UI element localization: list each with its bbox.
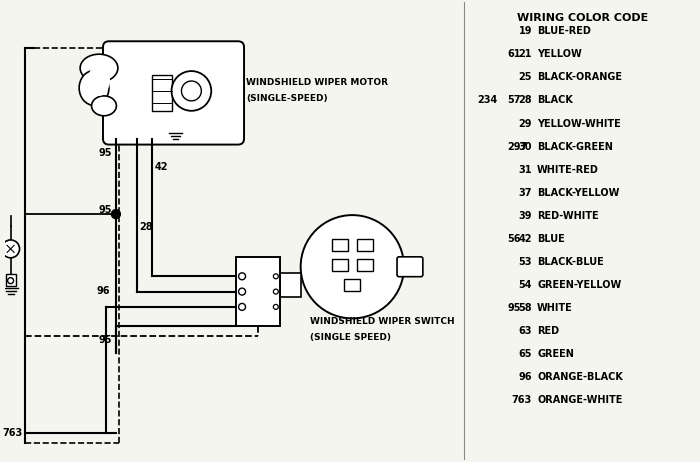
FancyBboxPatch shape — [397, 257, 423, 277]
Text: WIRING COLOR CODE: WIRING COLOR CODE — [517, 13, 648, 24]
Text: 31: 31 — [519, 164, 532, 175]
Bar — [332, 259, 349, 271]
Circle shape — [181, 81, 202, 101]
Ellipse shape — [79, 71, 109, 105]
Bar — [332, 239, 349, 251]
Text: BLACK-YELLOW: BLACK-YELLOW — [537, 188, 620, 198]
Text: ORANGE-WHITE: ORANGE-WHITE — [537, 395, 622, 405]
Circle shape — [273, 274, 279, 279]
Text: RED-WHITE: RED-WHITE — [537, 211, 598, 221]
Circle shape — [8, 278, 13, 284]
Text: (SINGLE-SPEED): (SINGLE-SPEED) — [246, 94, 328, 103]
Text: 28: 28 — [519, 96, 532, 105]
Bar — [236, 257, 280, 326]
Circle shape — [1, 240, 20, 258]
Text: 763: 763 — [2, 428, 22, 438]
Bar — [280, 273, 301, 297]
Text: BLUE-RED: BLUE-RED — [537, 26, 591, 36]
Text: WHITE-RED: WHITE-RED — [537, 164, 599, 175]
Circle shape — [239, 273, 246, 280]
Text: 19: 19 — [519, 26, 532, 36]
Text: BLUE: BLUE — [537, 234, 565, 244]
Ellipse shape — [88, 64, 110, 96]
Bar — [357, 239, 373, 251]
FancyBboxPatch shape — [103, 41, 244, 145]
Text: 61: 61 — [508, 49, 521, 60]
Text: WHITE: WHITE — [537, 303, 573, 313]
Text: 25: 25 — [519, 73, 532, 82]
Text: BLACK-GREEN: BLACK-GREEN — [537, 141, 613, 152]
Text: BLACK-ORANGE: BLACK-ORANGE — [537, 73, 622, 82]
Text: 56: 56 — [508, 234, 521, 244]
Bar — [344, 279, 360, 291]
Text: ORANGE-BLACK: ORANGE-BLACK — [537, 372, 623, 382]
Text: 65: 65 — [519, 349, 532, 359]
Text: 53: 53 — [519, 257, 532, 267]
Text: 63: 63 — [519, 326, 532, 336]
Text: 96: 96 — [519, 372, 532, 382]
Text: 42: 42 — [155, 163, 168, 172]
Circle shape — [111, 210, 120, 219]
Circle shape — [273, 289, 279, 294]
Text: 54: 54 — [519, 280, 532, 290]
Circle shape — [172, 71, 211, 111]
Text: 297: 297 — [508, 141, 528, 152]
Bar — [357, 259, 373, 271]
Text: 95: 95 — [99, 147, 112, 158]
Circle shape — [273, 304, 279, 310]
Circle shape — [239, 304, 246, 310]
Text: 21: 21 — [519, 49, 532, 60]
Text: 234: 234 — [477, 96, 498, 105]
Text: 95: 95 — [508, 303, 521, 313]
Text: 95: 95 — [99, 205, 112, 215]
Text: GREEN: GREEN — [537, 349, 574, 359]
Bar — [6, 274, 15, 286]
Text: YELLOW: YELLOW — [537, 49, 582, 60]
Text: 763: 763 — [512, 395, 532, 405]
Circle shape — [301, 215, 404, 318]
Text: WINDSHIELD WIPER SWITCH: WINDSHIELD WIPER SWITCH — [309, 317, 454, 326]
Text: GREEN-YELLOW: GREEN-YELLOW — [537, 280, 622, 290]
Text: 58: 58 — [519, 303, 532, 313]
Text: 29: 29 — [519, 119, 532, 128]
Ellipse shape — [80, 54, 118, 82]
Text: YELLOW-WHITE: YELLOW-WHITE — [537, 119, 621, 128]
Text: 96: 96 — [97, 286, 110, 296]
Text: BLACK: BLACK — [537, 96, 573, 105]
Text: 57: 57 — [508, 96, 521, 105]
Text: 39: 39 — [519, 211, 532, 221]
Text: (SINGLE SPEED): (SINGLE SPEED) — [309, 333, 391, 342]
Circle shape — [239, 288, 246, 295]
Text: 30: 30 — [519, 141, 532, 152]
Bar — [152, 75, 172, 111]
Text: BLACK-BLUE: BLACK-BLUE — [537, 257, 604, 267]
Text: 42: 42 — [519, 234, 532, 244]
Text: 95: 95 — [99, 335, 112, 345]
Text: 37: 37 — [519, 188, 532, 198]
Text: RED: RED — [537, 326, 559, 336]
Text: WINDSHIELD WIPER MOTOR: WINDSHIELD WIPER MOTOR — [246, 79, 388, 87]
Ellipse shape — [92, 96, 116, 116]
Text: 28: 28 — [140, 222, 153, 232]
